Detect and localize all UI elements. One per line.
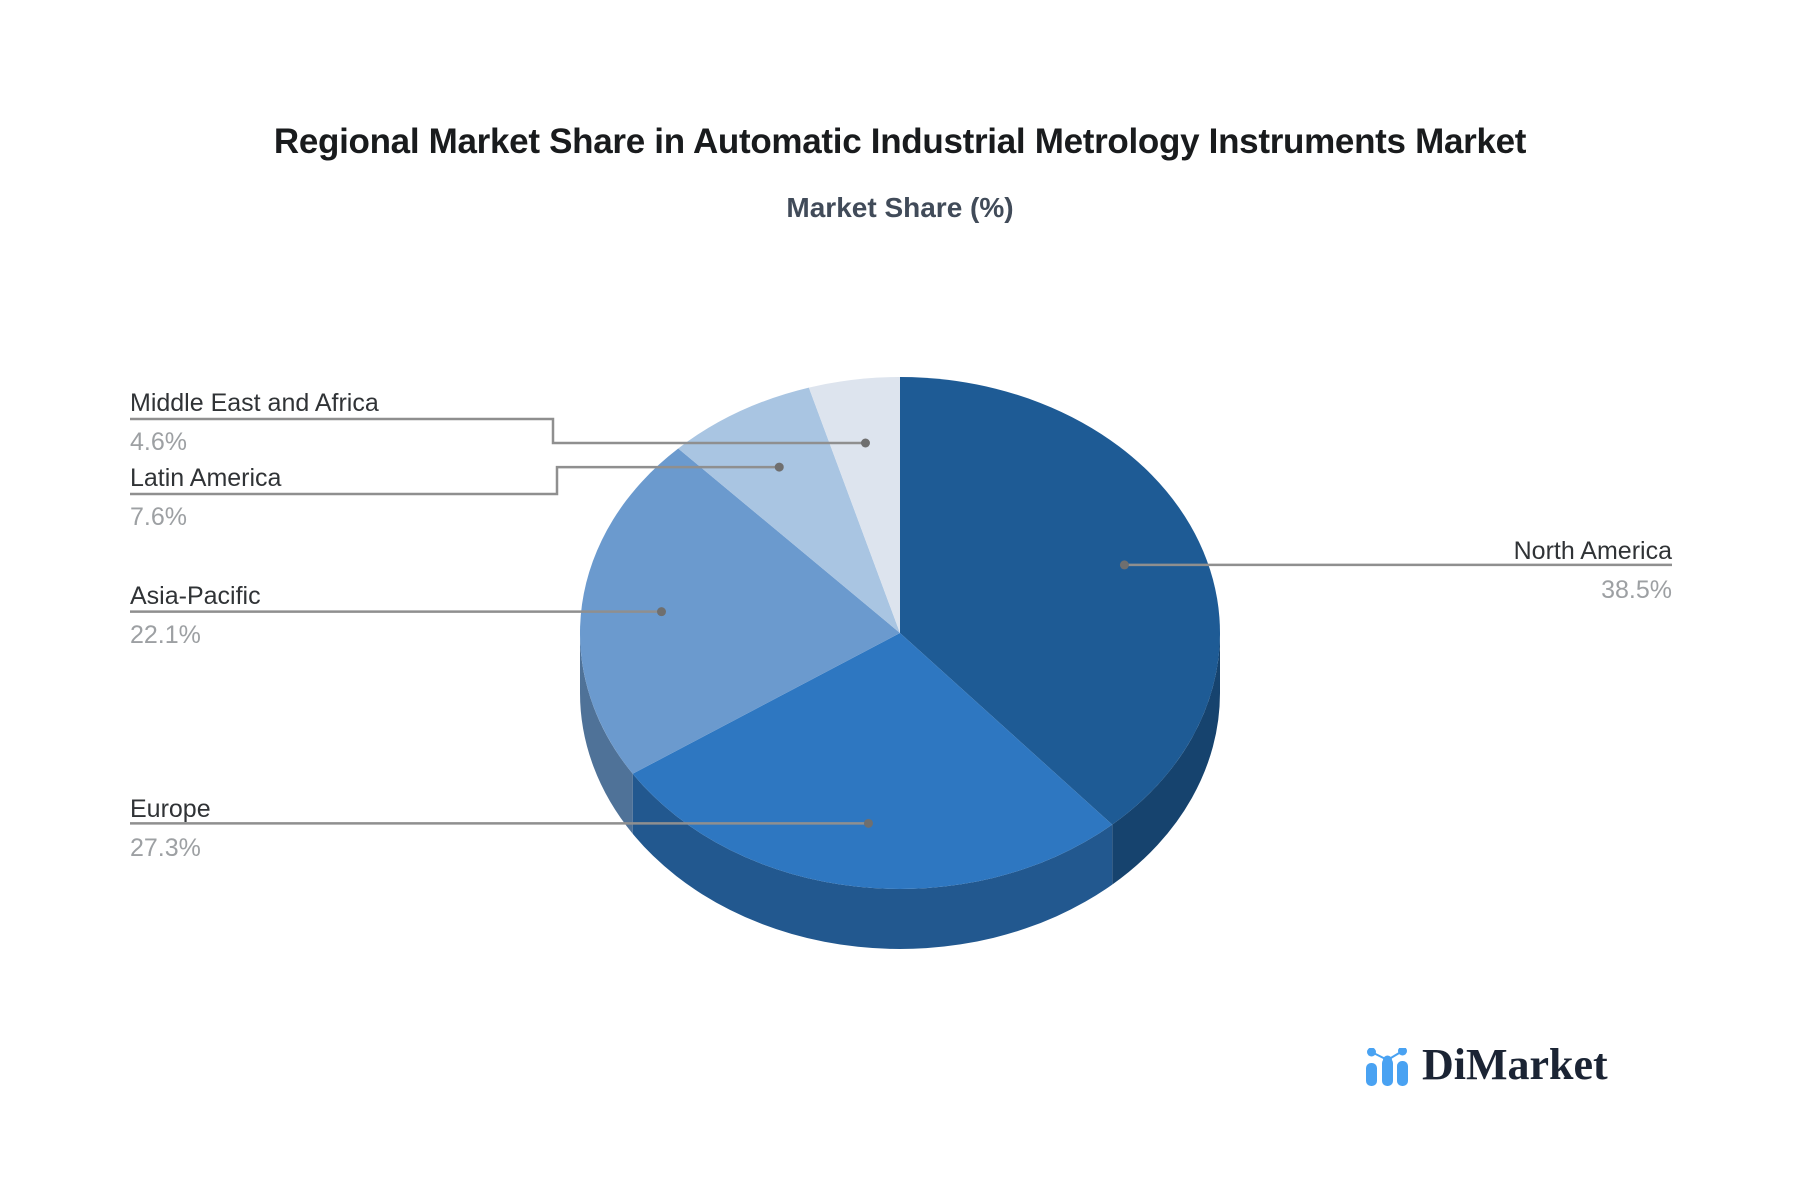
logo-text: DiMarket <box>1422 1040 1608 1089</box>
leader-dot-latin-america <box>774 462 784 472</box>
slice-name: Asia-Pacific <box>130 582 261 610</box>
leader-dot-asia-pacific <box>656 607 666 617</box>
pie-slice-latin-america[interactable] <box>678 387 900 633</box>
slice-name: North America <box>1513 537 1672 565</box>
leader-line-middle-east-and-africa <box>130 417 866 445</box>
slice-name: Europe <box>130 795 211 823</box>
slice-value: 7.6% <box>130 503 187 531</box>
dimarket-bar-chart-icon <box>1366 1048 1408 1086</box>
slice-name: Latin America <box>130 464 282 492</box>
pie-slice-middle-east-and-africa[interactable] <box>808 377 900 633</box>
leader-dot-middle-east-and-africa <box>860 438 870 448</box>
chart-title: Regional Market Share in Automatic Indus… <box>273 122 1527 161</box>
pie-slice-north-america[interactable] <box>900 377 1220 825</box>
pie-slice-side-asia-pacific <box>580 633 633 834</box>
leader-line-latin-america <box>130 465 780 496</box>
chart-subtitle: Market Share (%) <box>786 192 1014 223</box>
slice-label-asia-pacific: Asia-Pacific 22.1% <box>130 581 261 651</box>
dimarket-logo: DiMarket <box>1366 1042 1608 1088</box>
slice-label-middle-east-and-africa: Middle East and Africa 4.6% <box>130 388 379 458</box>
pie-slice-asia-pacific[interactable] <box>579 448 900 774</box>
slice-value: 4.6% <box>130 428 187 456</box>
slice-value: 27.3% <box>130 834 201 862</box>
slice-value: 38.5% <box>1601 576 1672 604</box>
slice-label-latin-america: Latin America 7.6% <box>130 463 281 533</box>
pie-slice-side-europe <box>632 773 1113 949</box>
leader-dot-europe <box>863 818 873 828</box>
slice-value: 22.1% <box>130 621 201 649</box>
slice-name: Middle East and Africa <box>130 389 379 417</box>
slice-label-north-america: North America 38.5% <box>1514 536 1672 606</box>
slice-label-europe: Europe 27.3% <box>130 794 211 864</box>
leader-dot-north-america <box>1119 560 1129 570</box>
pie-slice-europe[interactable] <box>632 633 1113 890</box>
pie-slice-side-north-america <box>1112 633 1220 885</box>
